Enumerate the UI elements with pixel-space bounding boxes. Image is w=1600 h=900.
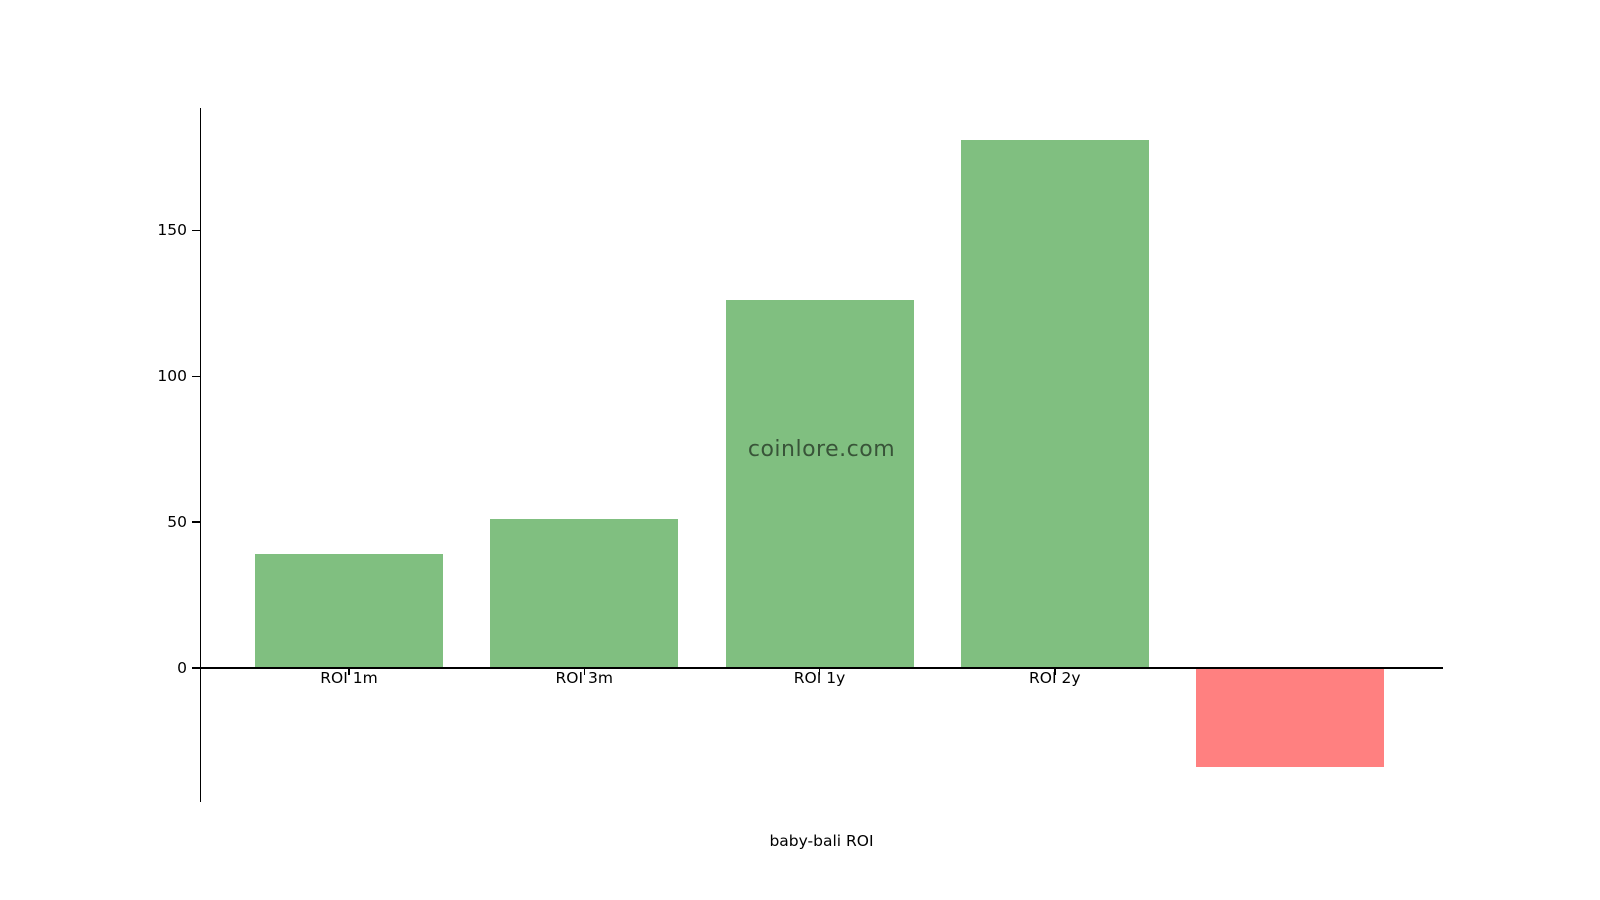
x-tick-label: ROI 2y [1028, 669, 1081, 688]
y-tick-label: 150 [157, 221, 187, 240]
y-tick-mark [192, 667, 200, 669]
x-tick-label: ROI 1y [793, 669, 846, 688]
x-tick-mark [818, 667, 821, 675]
x-tick-mark [348, 667, 350, 675]
bar-unlabeled [1196, 667, 1384, 767]
y-tick-label: 0 [177, 658, 187, 677]
y-axis-spine [199, 108, 201, 802]
y-tick-label: 50 [167, 513, 187, 532]
bar-roi-1y [725, 300, 914, 668]
watermark-text: coinlore.com [747, 437, 896, 462]
y-tick-label: 100 [157, 367, 187, 386]
x-tick-mark [583, 667, 585, 675]
bar-roi-2y [960, 140, 1149, 668]
y-tick-mark [192, 521, 200, 523]
y-tick-mark [192, 229, 200, 232]
x-tick-mark [1054, 667, 1056, 675]
bar-roi-1m [255, 554, 443, 668]
x-axis-spine [199, 667, 1443, 669]
x-tick-label: ROI 3m [555, 669, 613, 688]
chart-title: baby-bali ROI [769, 832, 874, 850]
x-tick-label: ROI 1m [320, 669, 378, 688]
bar-roi-3m [490, 519, 679, 668]
y-tick-mark [192, 375, 200, 378]
